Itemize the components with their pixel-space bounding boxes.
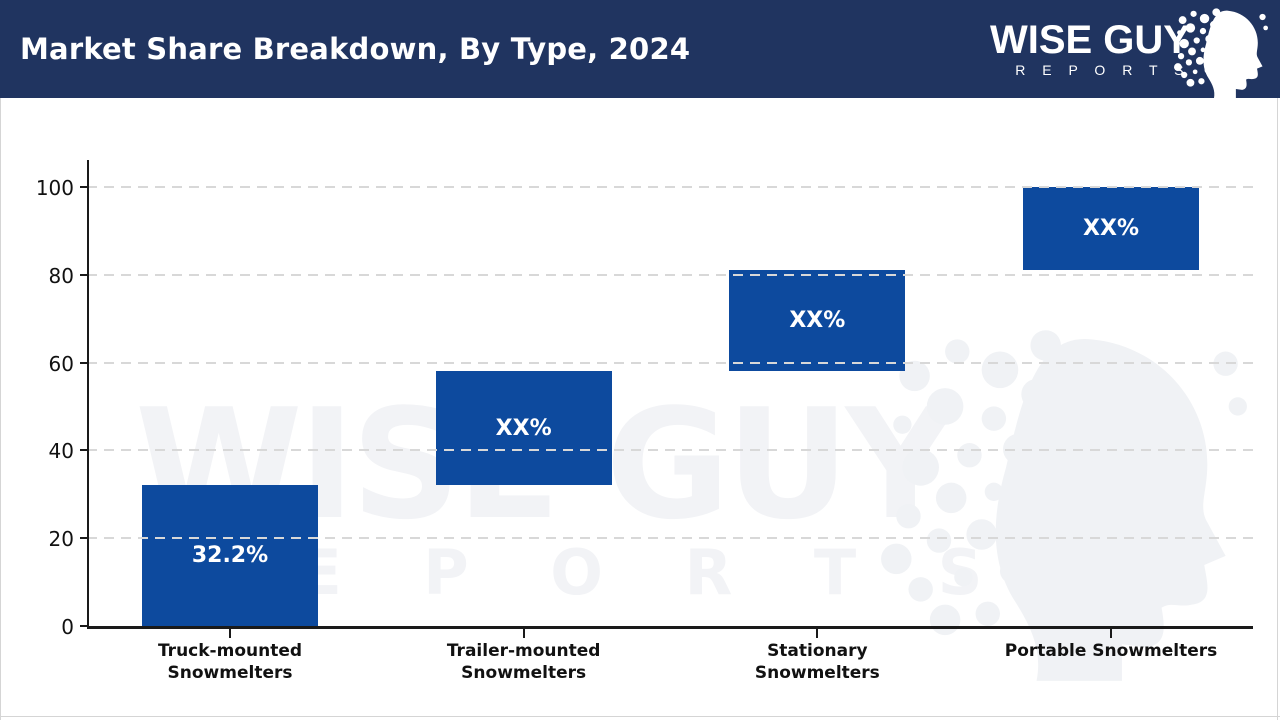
brand-name: WISE GUY: [989, 18, 1190, 62]
watermark-head-profile-icon: [881, 330, 1247, 681]
head-profile-dots-icon: [1174, 8, 1268, 99]
y-axis-tick: [80, 361, 88, 364]
x-axis-category-label: Trailer-mounted Snowmelters: [446, 641, 601, 684]
horizontal-gridline: [87, 537, 1253, 540]
bar-value-label: XX%: [789, 307, 846, 333]
bar-value-label: 32.2%: [191, 542, 269, 568]
x-axis-tick: [1110, 629, 1112, 638]
brand-tagline: R E P O R T S: [1015, 62, 1190, 78]
x-axis-tick: [522, 629, 525, 638]
y-axis-tick-label: 80: [48, 263, 74, 288]
page-right-border: [1277, 98, 1278, 720]
y-axis-tick-label: 100: [35, 176, 74, 200]
x-axis-category-label: Stationary Snowmelters: [754, 641, 880, 684]
x-axis-line: [87, 626, 1253, 629]
y-axis-line: [87, 160, 89, 629]
y-axis-tick-label: 20: [48, 527, 74, 552]
chart-plot-area: WISE GUY R E P O R T S 32.2% Truck-mounte…: [0, 98, 1280, 720]
x-axis-tick: [816, 629, 819, 638]
y-axis-tick: [80, 186, 88, 188]
y-axis-tick: [80, 449, 88, 452]
y-axis-tick-label: 60: [48, 351, 74, 376]
bar-segment: XX%: [729, 269, 906, 372]
bar-segment: XX%: [435, 371, 612, 485]
horizontal-gridline: [87, 273, 1253, 276]
horizontal-gridline: [87, 186, 1253, 188]
x-axis-category-label: Truck-mounted Snowmelters: [157, 641, 303, 684]
brand-wordmark: WISE GUY R E P O R T S: [990, 20, 1190, 78]
bar-segment: 32.2%: [142, 484, 318, 626]
y-axis-tick-label: 40: [48, 439, 74, 464]
bar-segment: XX%: [1023, 187, 1199, 270]
header-band: Market Share Breakdown, By Type, 2024 WI…: [0, 0, 1280, 99]
y-axis-tick: [80, 537, 88, 540]
bar-value-label: XX%: [1083, 215, 1139, 241]
page-bottom-border: [0, 716, 1280, 717]
brand-logo: WISE GUY R E P O R T S: [990, 4, 1268, 99]
y-axis-tick: [80, 625, 88, 627]
y-axis-tick: [80, 273, 88, 276]
y-axis-tick-label: 0: [61, 615, 74, 639]
page-left-border: [0, 98, 1, 720]
horizontal-gridline: [87, 361, 1253, 364]
page-title: Market Share Breakdown, By Type, 2024: [20, 32, 691, 66]
x-axis-category-label: Portable Snowmelters: [1004, 641, 1218, 661]
x-axis-tick: [229, 629, 231, 638]
bar-value-label: XX%: [495, 415, 552, 441]
horizontal-gridline: [87, 449, 1253, 452]
